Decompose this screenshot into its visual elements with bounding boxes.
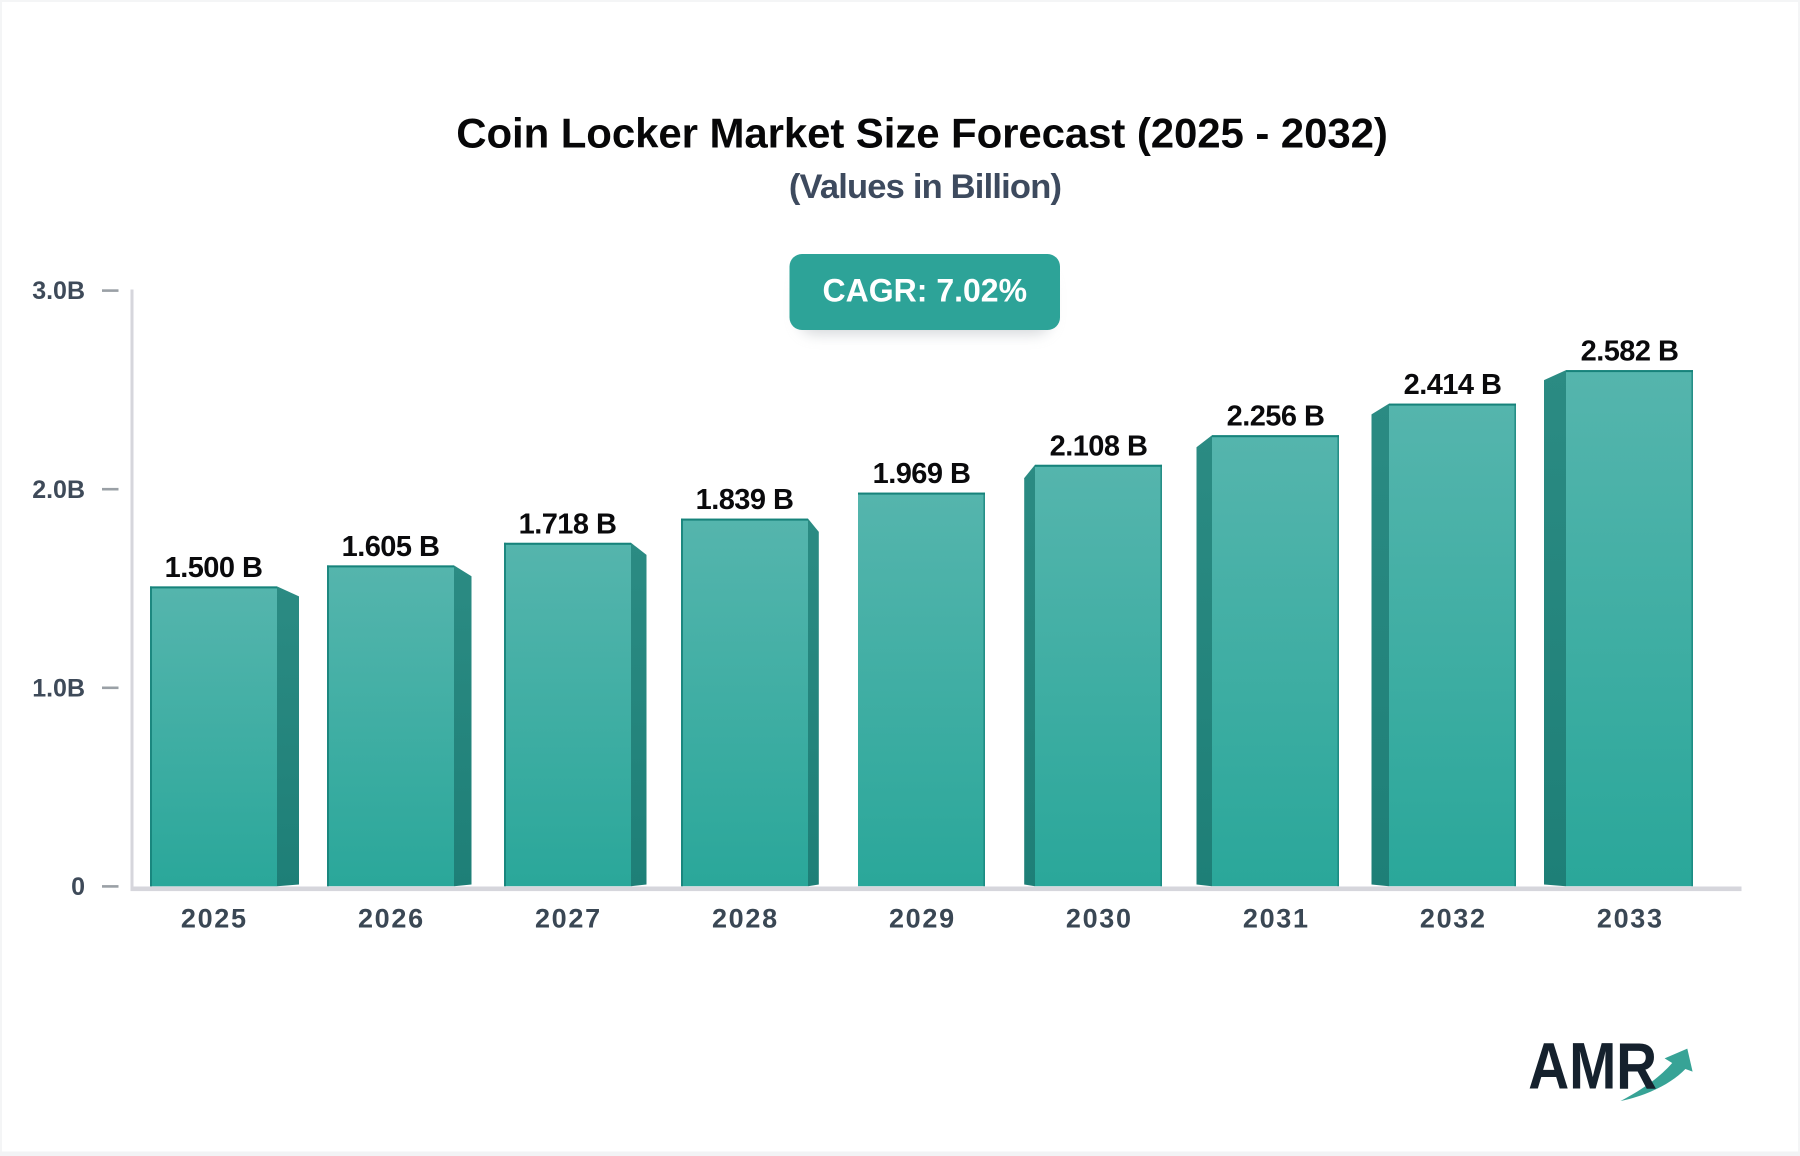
svg-text:0: 0 (71, 873, 85, 901)
svg-text:1.500 B: 1.500 B (165, 552, 263, 584)
svg-text:2029: 2029 (889, 903, 956, 933)
svg-text:2033: 2033 (1597, 903, 1664, 933)
svg-text:2030: 2030 (1066, 903, 1133, 933)
svg-text:3.0B: 3.0B (32, 277, 85, 305)
svg-text:CAGR: 7.02%: CAGR: 7.02% (823, 273, 1028, 309)
svg-text:2031: 2031 (1243, 903, 1310, 933)
svg-text:AMR: AMR (1528, 1030, 1657, 1103)
svg-text:2032: 2032 (1420, 903, 1487, 933)
svg-text:2027: 2027 (535, 903, 602, 933)
svg-text:2.414 B: 2.414 B (1404, 369, 1502, 401)
svg-text:2.256 B: 2.256 B (1227, 401, 1325, 433)
svg-text:1.605 B: 1.605 B (342, 531, 440, 563)
svg-text:2025: 2025 (181, 903, 248, 933)
svg-text:1.839 B: 1.839 B (696, 484, 794, 516)
svg-text:Coin Locker Market Size Foreca: Coin Locker Market Size Forecast (2025 -… (456, 110, 1387, 157)
svg-text:1.969 B: 1.969 B (873, 458, 971, 490)
svg-text:(Values in Billion): (Values in Billion) (789, 168, 1061, 206)
svg-text:1.718 B: 1.718 B (519, 508, 617, 540)
svg-text:2026: 2026 (358, 903, 425, 933)
svg-text:2.108 B: 2.108 B (1050, 430, 1148, 462)
svg-text:2.0B: 2.0B (32, 476, 85, 504)
svg-text:1.0B: 1.0B (32, 674, 85, 702)
svg-text:2.582 B: 2.582 B (1581, 336, 1679, 368)
svg-text:2028: 2028 (712, 903, 779, 933)
